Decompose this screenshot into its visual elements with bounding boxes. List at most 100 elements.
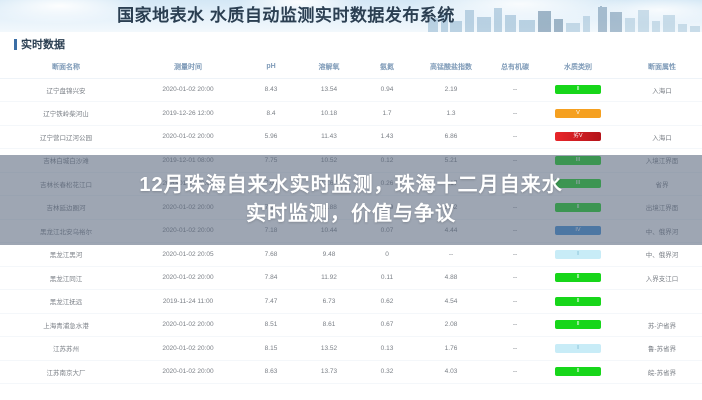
cell-time: 2019-12-26 12:00 (132, 101, 244, 126)
cell-cod: 4.03 (414, 360, 488, 384)
table-row[interactable]: 黑龙江抚远 2019-11-24 11:00 7.47 6.73 0.62 4.54 -- I… (0, 289, 702, 314)
cell-time: 2019-11-24 11:00 (132, 289, 244, 314)
column-header-cat[interactable]: 水质类别 (542, 56, 614, 79)
table-row[interactable]: 黑龙江黑河 2020-01-02 20:05 7.68 9.48 0 -- -- I 中、俄界河… (0, 242, 702, 267)
column-header-name[interactable]: 断面名称 (0, 56, 132, 79)
cell-name: 黑龙江同江 (0, 266, 132, 290)
cell-nh: 0.94 (360, 78, 414, 102)
cell-cod: 4.88 (414, 266, 488, 290)
column-header-attr[interactable]: 断面属性 (614, 56, 702, 79)
cell-attr: 入界支江口 (614, 266, 702, 290)
table-row[interactable]: 辽宁营口辽河公园 2020-01-02 20:00 5.96 11.43 1.43 6.8… (0, 125, 702, 149)
cell-water-quality-category: I (542, 336, 614, 361)
status-badge: 劣V (555, 132, 601, 142)
accent-bar-icon (14, 38, 17, 50)
cell-time: 2020-01-02 20:00 (132, 313, 244, 337)
cell-toc: -- (488, 125, 542, 149)
cell-nh: 0.67 (360, 313, 414, 337)
cell-cod: 1.3 (414, 101, 488, 126)
cell-ph: 8.4 (244, 101, 298, 126)
cell-nh: 0.62 (360, 289, 414, 314)
column-header-cod[interactable]: 高锰酸盐指数 (414, 56, 488, 79)
cell-attr: 皖-苏省界 (614, 360, 702, 384)
table-row[interactable]: 江苏南京大厂 2020-01-02 20:00 8.63 13.73 0.32 4.03-… (0, 360, 702, 384)
cell-toc: -- (488, 360, 542, 384)
cell-ph: 8.43 (244, 78, 298, 102)
status-badge: II (555, 296, 601, 306)
cell-do: 11.43 (298, 125, 360, 149)
table-row[interactable]: 黑龙江同江 2020-01-02 20:00 7.84 11.92 0.11 4.88 --… (0, 266, 702, 290)
cell-ph: 8.51 (244, 313, 298, 337)
cell-ph: 8.63 (244, 360, 298, 384)
cell-toc: -- (488, 313, 542, 337)
cell-water-quality-category: II (542, 313, 614, 337)
cell-ph: 7.84 (244, 266, 298, 290)
cell-toc: -- (488, 78, 542, 102)
cell-cod: 6.86 (414, 125, 488, 149)
section-header: 实时数据 (0, 32, 702, 56)
cell-attr: 入海口 (614, 125, 702, 149)
cell-name: 江苏苏州 (0, 336, 132, 361)
table-row[interactable]: 江苏苏州 2020-01-02 20:00 8.15 13.52 0.13 1.76 -- I… (0, 336, 702, 361)
cell-water-quality-category: II (542, 289, 614, 314)
status-badge: II (555, 367, 601, 377)
cell-water-quality-category: II (542, 266, 614, 290)
column-header-time[interactable]: 测量时间 (132, 56, 244, 79)
section-title: 实时数据 (21, 39, 65, 51)
cell-name: 江苏南京大厂 (0, 360, 132, 384)
table-row[interactable]: 上海青浦急水港 2020-01-02 20:00 8.51 8.61 0.67 2.08-… (0, 313, 702, 337)
cell-time: 2020-01-02 20:00 (132, 336, 244, 361)
status-badge: II (555, 85, 601, 95)
cell-nh: 1.7 (360, 101, 414, 126)
cell-water-quality-category: II (542, 78, 614, 102)
cell-attr (614, 101, 702, 126)
cell-ph: 8.15 (244, 336, 298, 361)
cell-toc: -- (488, 101, 542, 126)
cell-attr: 入海口 (614, 78, 702, 102)
status-badge: I (555, 343, 601, 353)
cell-do: 6.73 (298, 289, 360, 314)
cell-water-quality-category: I (542, 242, 614, 267)
cell-name: 辽宁铁岭柴河山 (0, 101, 132, 126)
cell-cod: -- (414, 242, 488, 267)
cell-ph: 7.47 (244, 289, 298, 314)
cell-attr: 苏-沪省界 (614, 313, 702, 337)
cell-cod: 4.54 (414, 289, 488, 314)
cell-toc: -- (488, 242, 542, 267)
status-badge: V (555, 108, 601, 118)
cell-nh: 1.43 (360, 125, 414, 149)
cell-attr: 中、俄界河 (614, 242, 702, 267)
cell-water-quality-category: 劣V (542, 125, 614, 149)
cell-toc: -- (488, 289, 542, 314)
cell-ph: 7.68 (244, 242, 298, 267)
cell-water-quality-category: II (542, 360, 614, 384)
cell-toc: -- (488, 266, 542, 290)
cell-name: 黑龙江抚远 (0, 289, 132, 314)
cell-cod: 2.19 (414, 78, 488, 102)
cell-nh: 0.13 (360, 336, 414, 361)
column-header-ph[interactable]: pH (244, 56, 298, 79)
table-row[interactable]: 辽宁铁岭柴河山 2019-12-26 12:00 8.4 10.18 1.7 1.3 -- V… (0, 101, 702, 126)
cell-time: 2020-01-02 20:05 (132, 242, 244, 267)
cell-do: 13.54 (298, 78, 360, 102)
status-badge: I (555, 249, 601, 259)
cell-do: 13.73 (298, 360, 360, 384)
cell-ph: 5.96 (244, 125, 298, 149)
column-header-toc[interactable]: 总有机碳 (488, 56, 542, 79)
table-row[interactable]: 辽宁盘锦兴安 2020-01-02 20:00 8.43 13.54 0.94 2.19-… (0, 78, 702, 102)
table-header-row: 断面名称测量时间pH溶解氧氨氮高锰酸盐指数总有机碳水质类别断面属性站点情况 (0, 56, 702, 79)
cell-do: 13.52 (298, 336, 360, 361)
city-skyline-icon (428, 6, 700, 32)
cell-do: 9.48 (298, 242, 360, 267)
column-header-do[interactable]: 溶解氧 (298, 56, 360, 79)
status-badge: II (555, 273, 601, 283)
cell-time: 2020-01-02 20:00 (132, 360, 244, 384)
cell-name: 辽宁营口辽河公园 (0, 125, 132, 149)
cell-time: 2020-01-02 20:00 (132, 266, 244, 290)
column-header-nh[interactable]: 氨氮 (360, 56, 414, 79)
cell-cod: 1.76 (414, 336, 488, 361)
cell-name: 辽宁盘锦兴安 (0, 78, 132, 102)
cell-nh: 0 (360, 242, 414, 267)
cell-time: 2020-01-02 20:00 (132, 125, 244, 149)
